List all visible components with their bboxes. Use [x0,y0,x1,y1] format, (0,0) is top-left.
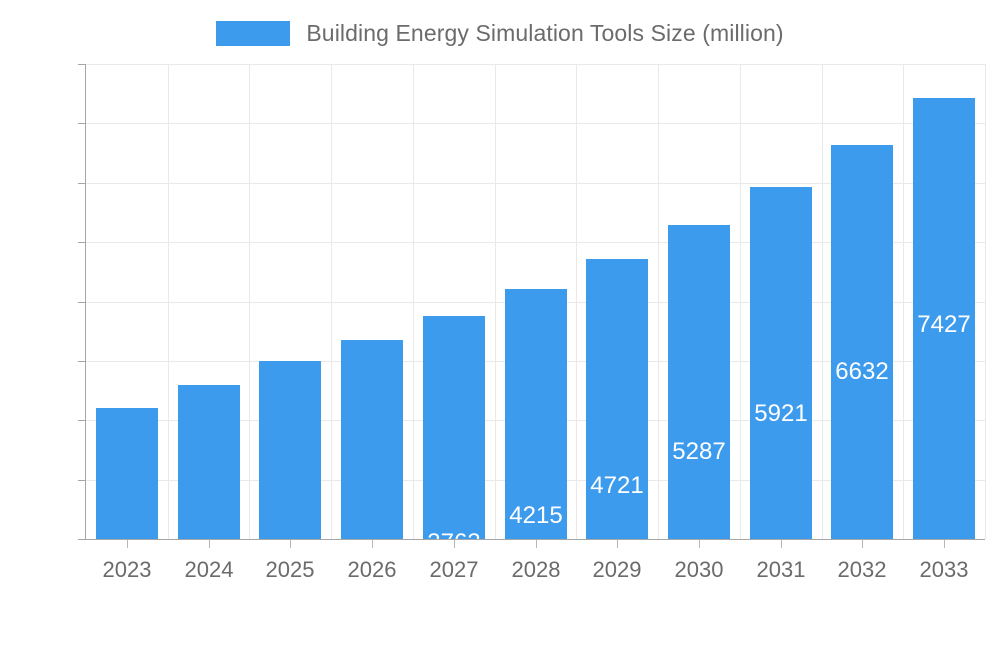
gridline-horizontal [86,64,985,65]
x-axis-tick-mark [127,540,128,548]
y-axis-tick-mark [78,242,85,243]
bar-chart: Building Energy Simulation Tools Size (m… [0,14,1000,647]
x-axis-tick-label: 2024 [184,557,234,582]
x-axis-tick-mark [617,540,618,548]
plot-area: 2200 2600 3000 3360 3763 4215 4721 5287 5921 6632… [86,64,986,647]
x-axis-tick-label: 2030 [674,557,724,582]
gridline-horizontal [86,183,985,184]
y-axis-tick-mark [78,64,85,65]
y-axis-tick-mark [78,361,85,362]
gridline-vertical [903,64,904,539]
gridline-vertical [576,64,577,539]
x-axis-tick-mark [781,540,782,548]
bar[interactable] [831,145,893,539]
x-axis-tick-label: 2026 [347,557,397,582]
bar[interactable] [750,187,812,539]
bar[interactable] [96,408,158,539]
x-axis-tick-label: 2032 [837,557,887,582]
x-axis-tick-mark [536,540,537,548]
y-axis-line [85,64,86,540]
x-axis-tick-label: 2023 [102,557,152,582]
x-axis-tick-mark [699,540,700,548]
x-axis-tick-label: 2025 [265,557,315,582]
gridline-vertical [249,64,250,539]
y-axis-tick-mark [78,123,85,124]
x-axis-tick-mark [209,540,210,548]
bar-value-label: 2600 [182,598,236,625]
gridline-vertical [331,64,332,539]
legend-series-label[interactable]: Building Energy Simulation Tools Size (m… [306,19,784,46]
y-axis-tick-mark [78,302,85,303]
gridline-vertical [413,64,414,539]
x-axis-tick-label: 2027 [429,557,479,582]
gridline-vertical [985,64,986,539]
gridline-vertical [740,64,741,539]
legend-color-swatch[interactable] [216,20,291,46]
y-axis-tick-mark [78,539,85,540]
x-axis-tick-mark [944,540,945,548]
x-axis-tick-mark [454,540,455,548]
gridline-vertical [495,64,496,539]
bar[interactable] [505,289,567,539]
bar[interactable] [913,98,975,539]
x-axis-tick-label: 2029 [592,557,642,582]
bar[interactable] [341,340,403,540]
bar-value-label: 2200 [100,621,154,648]
x-axis-tick-label: 2031 [756,557,806,582]
bar[interactable] [423,316,485,539]
bar[interactable] [178,385,240,539]
x-axis-tick-label: 2028 [511,557,561,582]
bar[interactable] [668,225,730,539]
x-axis-tick-label: 2033 [919,557,969,582]
x-axis-line [85,539,985,540]
x-axis-tick-mark [862,540,863,548]
gridline-vertical [822,64,823,539]
gridline-vertical [658,64,659,539]
y-axis-tick-mark [78,183,85,184]
gridline-horizontal [86,123,985,124]
y-axis-tick-mark [78,420,85,421]
bar[interactable] [586,259,648,539]
chart-legend: Building Energy Simulation Tools Size (m… [0,14,1000,52]
x-axis-tick-mark [372,540,373,548]
x-axis-tick-mark [290,540,291,548]
gridline-horizontal [86,242,985,243]
y-axis-tick-mark [78,480,85,481]
gridline-vertical [168,64,169,539]
bar[interactable] [259,361,321,539]
